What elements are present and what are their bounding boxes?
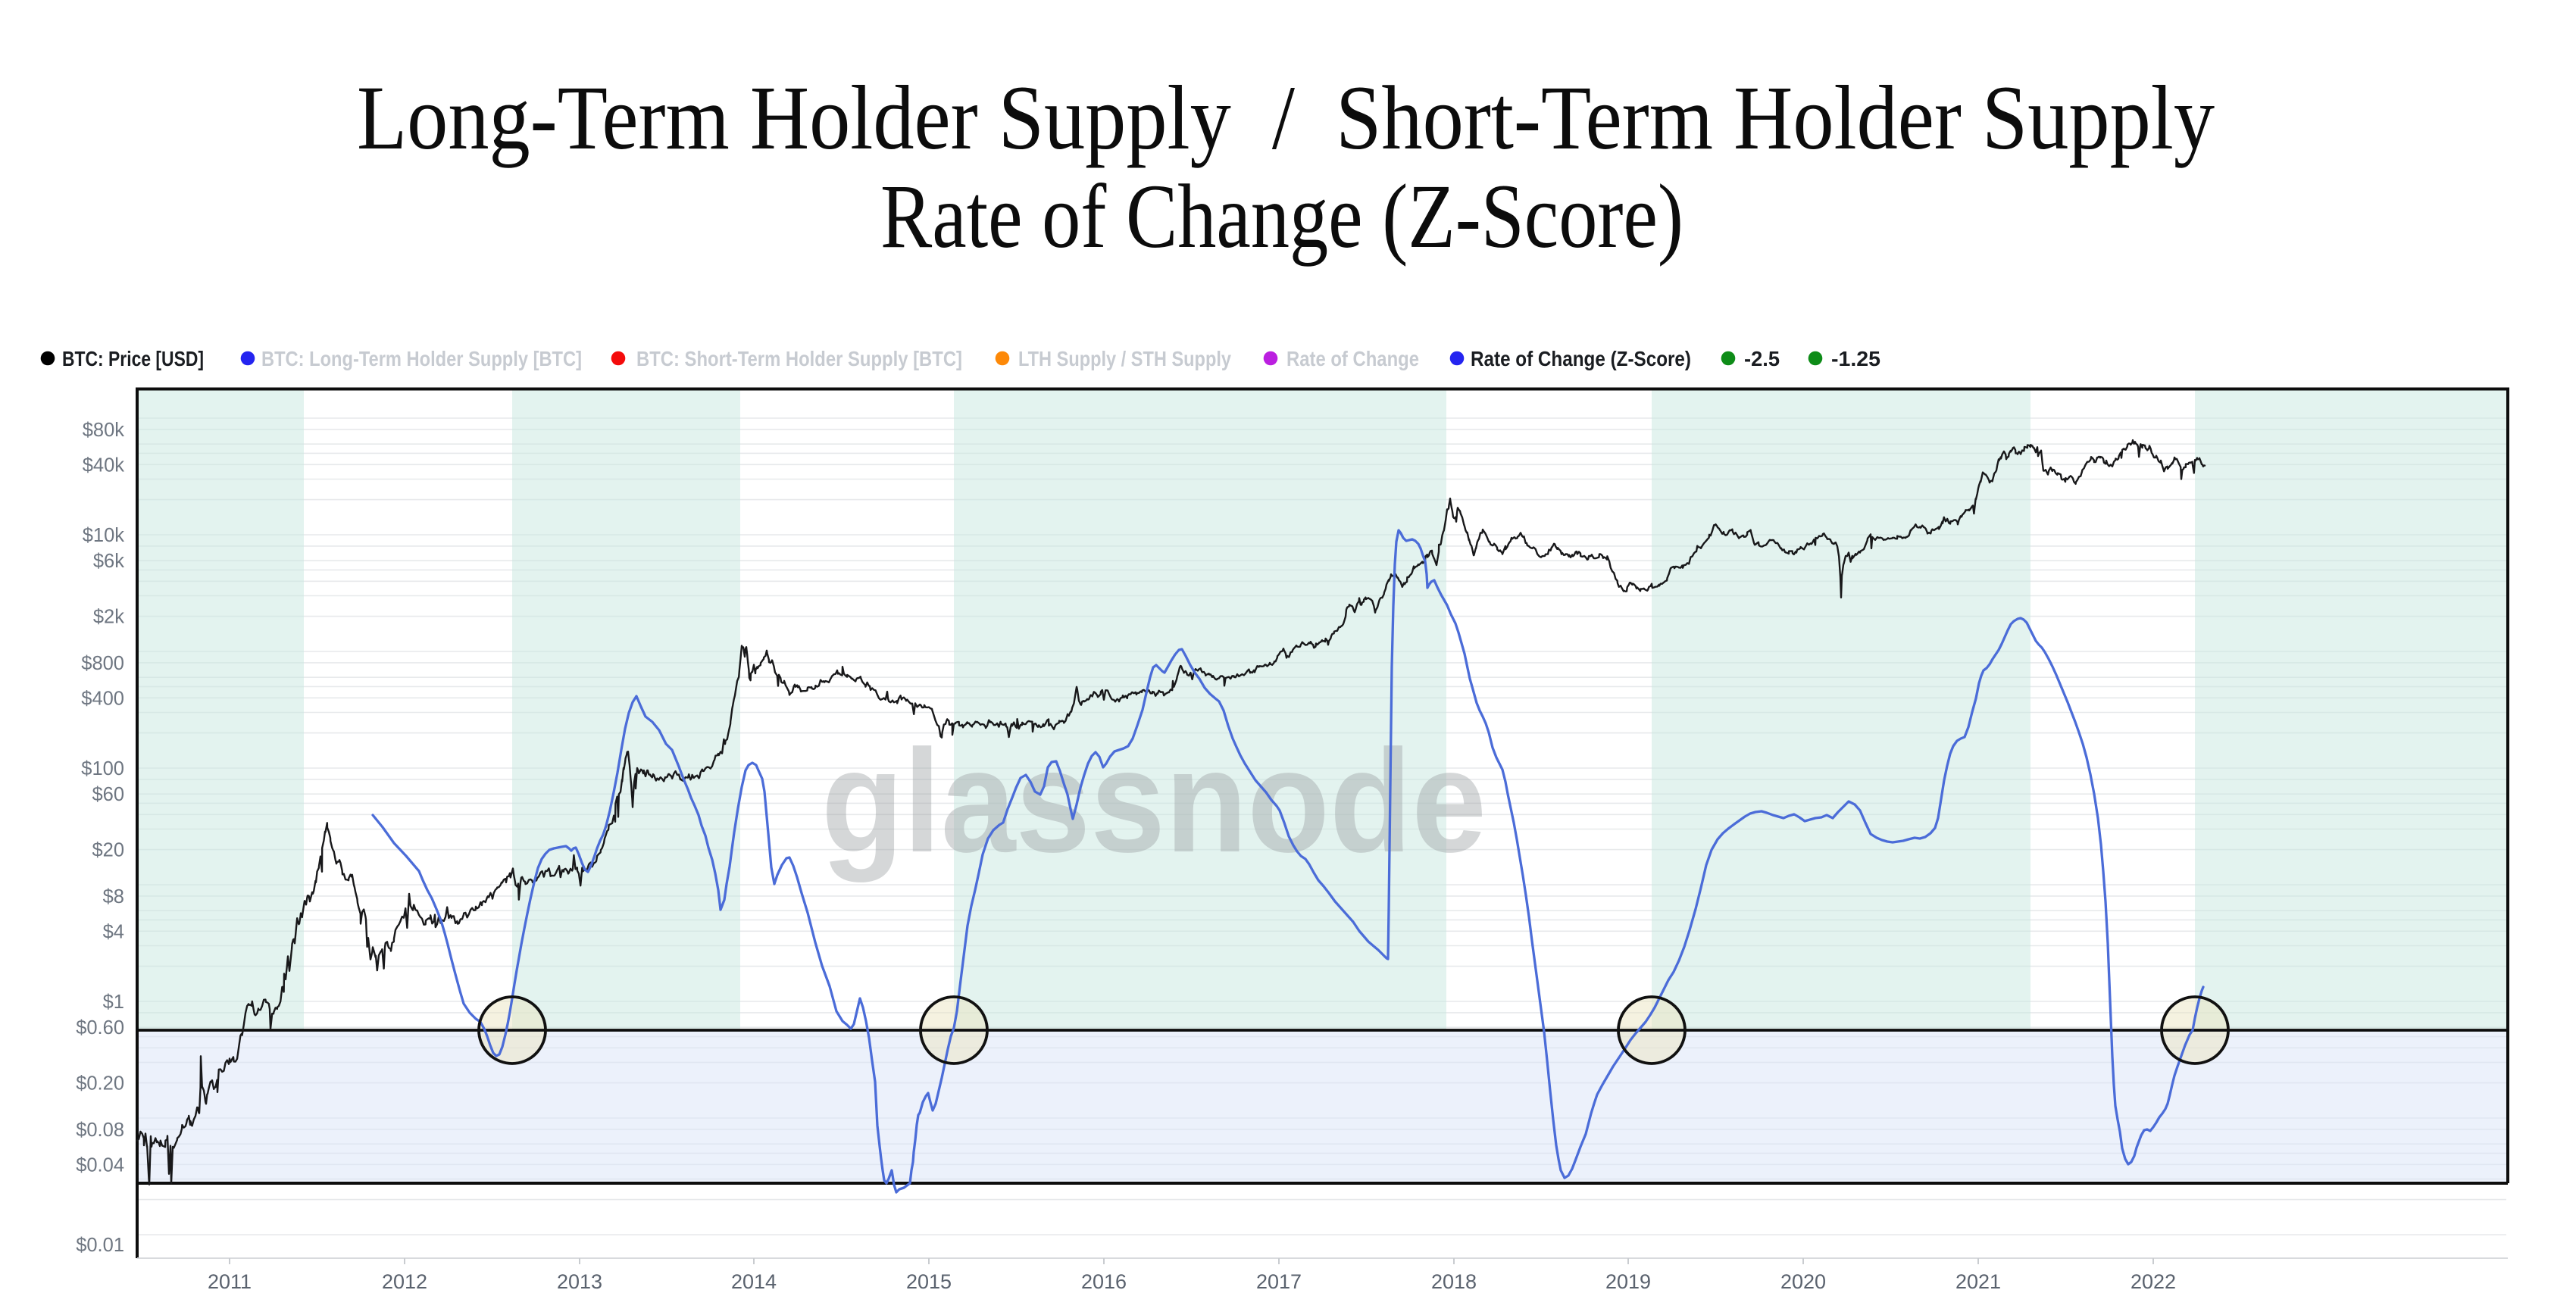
svg-text:Long-Term Holder Supply / Sh: Long-Term Holder Supply / Short-Term Hol… [357, 67, 2215, 169]
svg-text:BTC: Short-Term Holder Supply: BTC: Short-Term Holder Supply [BTC] [636, 347, 962, 370]
svg-text:-1.25: -1.25 [1831, 347, 1880, 370]
svg-text:2018: 2018 [1431, 1270, 1477, 1293]
svg-text:Rate of Change (Z-Score): Rate of Change (Z-Score) [1471, 347, 1691, 370]
svg-text:BTC: Price [USD]: BTC: Price [USD] [62, 347, 204, 370]
svg-text:$0.01: $0.01 [76, 1235, 124, 1256]
svg-text:$6k: $6k [93, 551, 124, 572]
svg-text:$10k: $10k [83, 525, 125, 546]
svg-text:-2.5: -2.5 [1744, 347, 1780, 370]
svg-text:$0.04: $0.04 [76, 1154, 124, 1176]
svg-text:2021: 2021 [1955, 1270, 2001, 1293]
svg-text:2015: 2015 [906, 1270, 952, 1293]
svg-text:2011: 2011 [208, 1270, 252, 1293]
svg-text:2016: 2016 [1081, 1270, 1127, 1293]
svg-text:$40k: $40k [83, 454, 125, 476]
svg-text:2019: 2019 [1605, 1270, 1651, 1293]
svg-text:2013: 2013 [557, 1270, 602, 1293]
svg-text:Rate of Change: Rate of Change [1286, 347, 1419, 370]
svg-text:2012: 2012 [382, 1270, 427, 1293]
svg-text:$80k: $80k [83, 420, 125, 441]
svg-text:$20: $20 [92, 840, 124, 861]
svg-text:2017: 2017 [1256, 1270, 1302, 1293]
svg-text:2022: 2022 [2131, 1270, 2176, 1293]
svg-text:$0.60: $0.60 [76, 1017, 124, 1039]
svg-text:$60: $60 [92, 784, 124, 805]
svg-text:$1: $1 [103, 992, 124, 1013]
svg-text:$0.08: $0.08 [76, 1120, 124, 1141]
svg-text:$8: $8 [103, 886, 124, 907]
svg-text:BTC: Long-Term Holder Supply [: BTC: Long-Term Holder Supply [BTC] [261, 347, 582, 370]
svg-text:$400: $400 [81, 688, 124, 709]
svg-text:$4: $4 [103, 921, 124, 942]
svg-text:Rate of Change (Z-Score): Rate of Change (Z-Score) [880, 166, 1683, 267]
svg-text:2020: 2020 [1780, 1270, 1826, 1293]
svg-text:LTH Supply / STH Supply: LTH Supply / STH Supply [1018, 347, 1232, 370]
svg-text:2014: 2014 [731, 1270, 777, 1293]
svg-text:$0.20: $0.20 [76, 1073, 124, 1095]
svg-text:$2k: $2k [93, 607, 124, 628]
svg-text:glassnode: glassnode [821, 719, 1487, 882]
svg-text:$800: $800 [81, 653, 124, 674]
svg-text:$100: $100 [81, 758, 124, 779]
